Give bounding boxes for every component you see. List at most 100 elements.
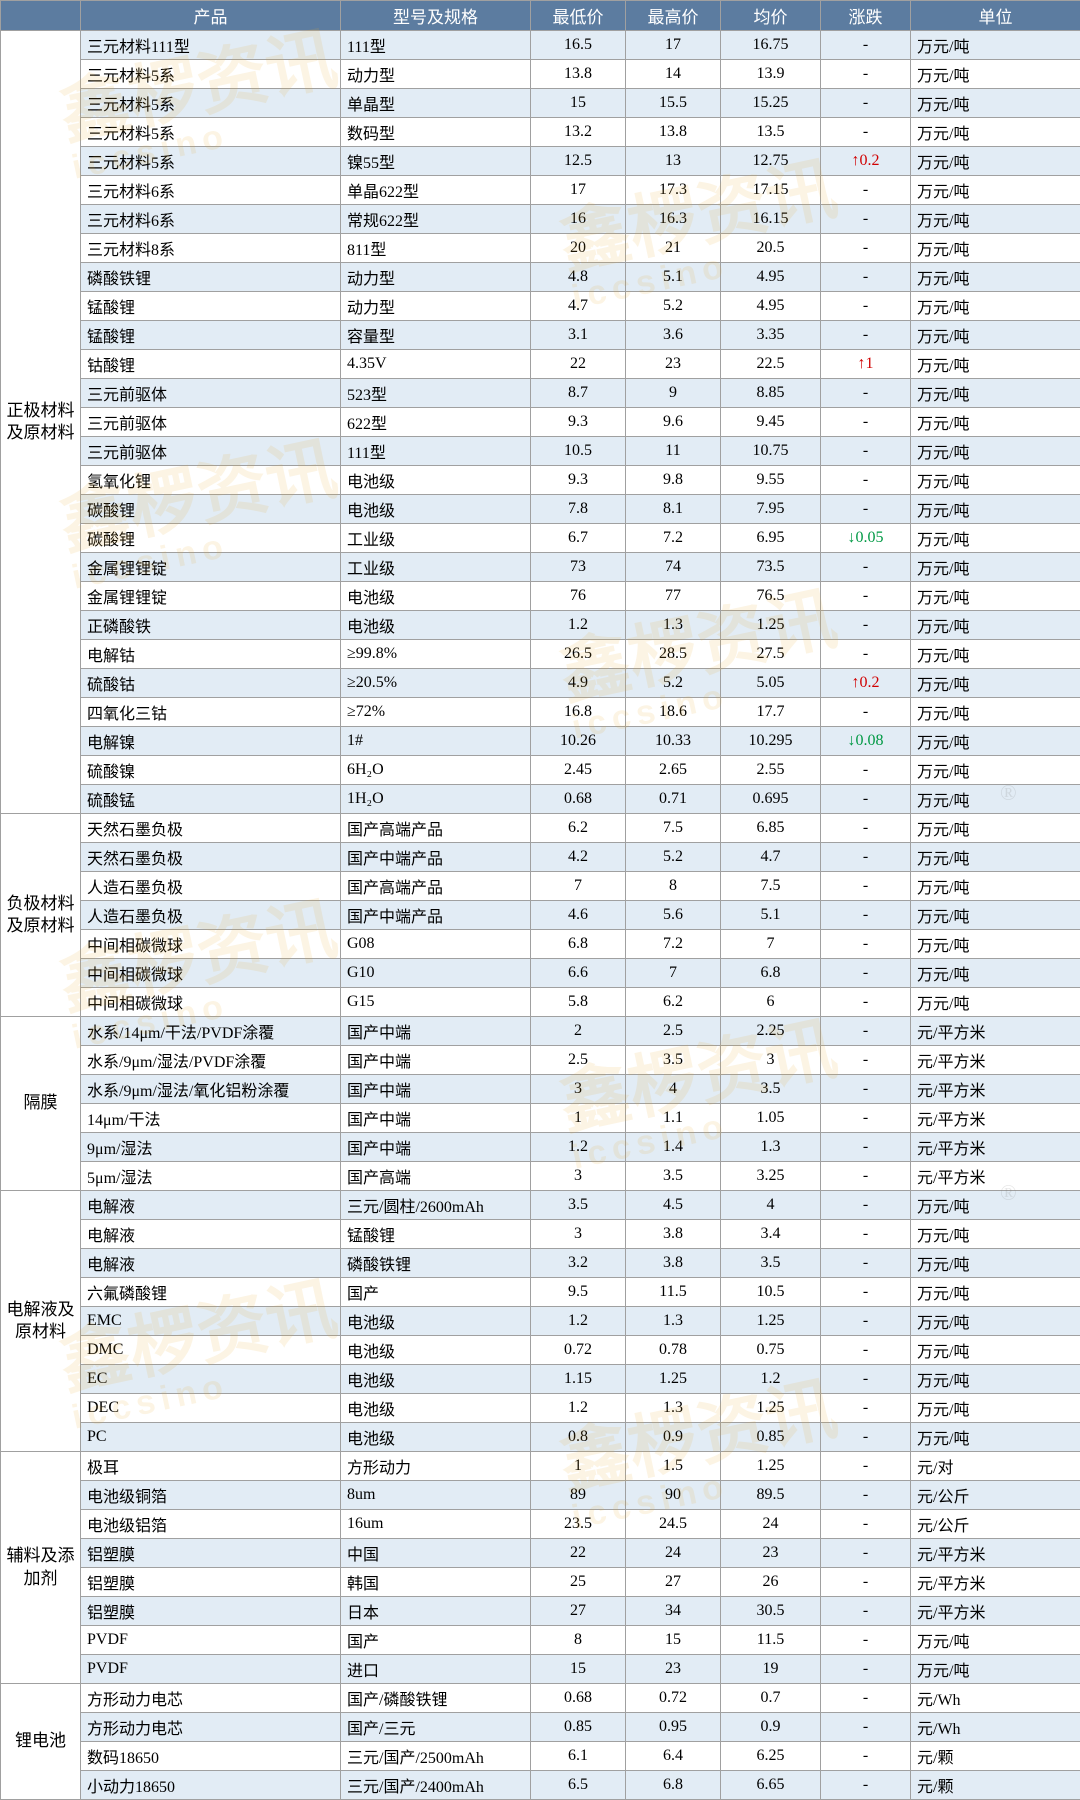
change-cell: - [821,1249,911,1278]
change-cell: - [821,553,911,582]
spec-cell: 16um [341,1510,531,1539]
header-cell: 均价 [721,1,821,31]
unit-cell: 元/颗 [911,1742,1080,1771]
low-cell: 3 [531,1220,626,1249]
spec-cell: 容量型 [341,321,531,350]
change-cell: - [821,1510,911,1539]
table-row: 电解液磷酸铁锂3.23.83.5-万元/吨 [1,1249,1080,1278]
product-cell: 三元前驱体 [81,379,341,408]
low-cell: 4.6 [531,901,626,930]
change-cell: ↑0.2 [821,669,911,698]
low-cell: 12.5 [531,147,626,176]
product-cell: 正磷酸铁 [81,611,341,640]
high-cell: 13.8 [626,118,721,147]
table-row: 氢氧化锂电池级9.39.89.55-万元/吨 [1,466,1080,495]
avg-cell: 13.9 [721,60,821,89]
table-row: 三元前驱体622型9.39.69.45-万元/吨 [1,408,1080,437]
product-cell: 三元前驱体 [81,437,341,466]
low-cell: 6.1 [531,1742,626,1771]
avg-cell: 30.5 [721,1597,821,1626]
product-cell: 中间相碳微球 [81,959,341,988]
product-cell: 水系/9μm/湿法/PVDF涂覆 [81,1046,341,1075]
avg-cell: 0.695 [721,785,821,814]
table-row: 电解液锰酸锂33.83.4-万元/吨 [1,1220,1080,1249]
high-cell: 1.5 [626,1452,721,1481]
unit-cell: 万元/吨 [911,582,1080,611]
spec-cell: 国产中端 [341,1017,531,1046]
product-cell: 三元材料6系 [81,205,341,234]
low-cell: 25 [531,1568,626,1597]
avg-cell: 89.5 [721,1481,821,1510]
high-cell: 5.2 [626,669,721,698]
product-cell: 人造石墨负极 [81,872,341,901]
low-cell: 8.7 [531,379,626,408]
avg-cell: 19 [721,1655,821,1684]
high-cell: 15.5 [626,89,721,118]
unit-cell: 元/平方米 [911,1046,1080,1075]
change-cell: - [821,611,911,640]
table-row: 锂电池方形动力电芯国产/磷酸铁锂0.680.720.7-元/Wh [1,1684,1080,1713]
unit-cell: 万元/吨 [911,727,1080,756]
spec-cell: 三元/国产/2500mAh [341,1742,531,1771]
table-row: 硫酸镍6H₂O2.452.652.55-万元/吨 [1,756,1080,785]
spec-cell: 磷酸铁锂 [341,1249,531,1278]
table-row: 三元前驱体523型8.798.85-万元/吨 [1,379,1080,408]
avg-cell: 9.45 [721,408,821,437]
avg-cell: 6.65 [721,1771,821,1800]
high-cell: 7 [626,959,721,988]
avg-cell: 6.95 [721,524,821,553]
category-cell: 负极材料及原材料 [1,814,81,1017]
high-cell: 27 [626,1568,721,1597]
high-cell: 3.8 [626,1220,721,1249]
low-cell: 6.8 [531,930,626,959]
spec-cell: 国产中端 [341,1075,531,1104]
high-cell: 0.72 [626,1684,721,1713]
high-cell: 24.5 [626,1510,721,1539]
product-cell: 电池级铜箔 [81,1481,341,1510]
product-cell: 钴酸锂 [81,350,341,379]
spec-cell: 三元/国产/2400mAh [341,1771,531,1800]
change-cell: - [821,1046,911,1075]
low-cell: 17 [531,176,626,205]
change-cell: - [821,988,911,1017]
avg-cell: 4.95 [721,263,821,292]
table-row: 铝塑膜韩国252726-元/平方米 [1,1568,1080,1597]
low-cell: 6.2 [531,814,626,843]
avg-cell: 0.7 [721,1684,821,1713]
product-cell: EMC [81,1307,341,1336]
change-cell: - [821,1017,911,1046]
avg-cell: 20.5 [721,234,821,263]
low-cell: 23.5 [531,1510,626,1539]
table-row: 人造石墨负极国产中端产品4.65.65.1-万元/吨 [1,901,1080,930]
high-cell: 5.6 [626,901,721,930]
change-cell: - [821,1713,911,1742]
low-cell: 22 [531,1539,626,1568]
unit-cell: 万元/吨 [911,785,1080,814]
avg-cell: 11.5 [721,1626,821,1655]
spec-cell: 动力型 [341,263,531,292]
low-cell: 10.5 [531,437,626,466]
spec-cell: 国产中端产品 [341,843,531,872]
unit-cell: 万元/吨 [911,1365,1080,1394]
avg-cell: 27.5 [721,640,821,669]
product-cell: 硫酸钴 [81,669,341,698]
table-row: 人造石墨负极国产高端产品787.5-万元/吨 [1,872,1080,901]
high-cell: 2.65 [626,756,721,785]
high-cell: 9 [626,379,721,408]
avg-cell: 5.1 [721,901,821,930]
spec-cell: 811型 [341,234,531,263]
unit-cell: 元/公斤 [911,1510,1080,1539]
table-row: 三元材料5系数码型13.213.813.5-万元/吨 [1,118,1080,147]
product-cell: 硫酸锰 [81,785,341,814]
table-row: 三元材料5系镍55型12.51312.75↑0.2万元/吨 [1,147,1080,176]
table-row: 5μm/湿法国产高端33.53.25-元/平方米 [1,1162,1080,1191]
avg-cell: 13.5 [721,118,821,147]
high-cell: 14 [626,60,721,89]
product-cell: 三元材料5系 [81,89,341,118]
change-cell: - [821,176,911,205]
unit-cell: 万元/吨 [911,756,1080,785]
change-cell: - [821,1626,911,1655]
avg-cell: 0.9 [721,1713,821,1742]
avg-cell: 1.05 [721,1104,821,1133]
high-cell: 21 [626,234,721,263]
